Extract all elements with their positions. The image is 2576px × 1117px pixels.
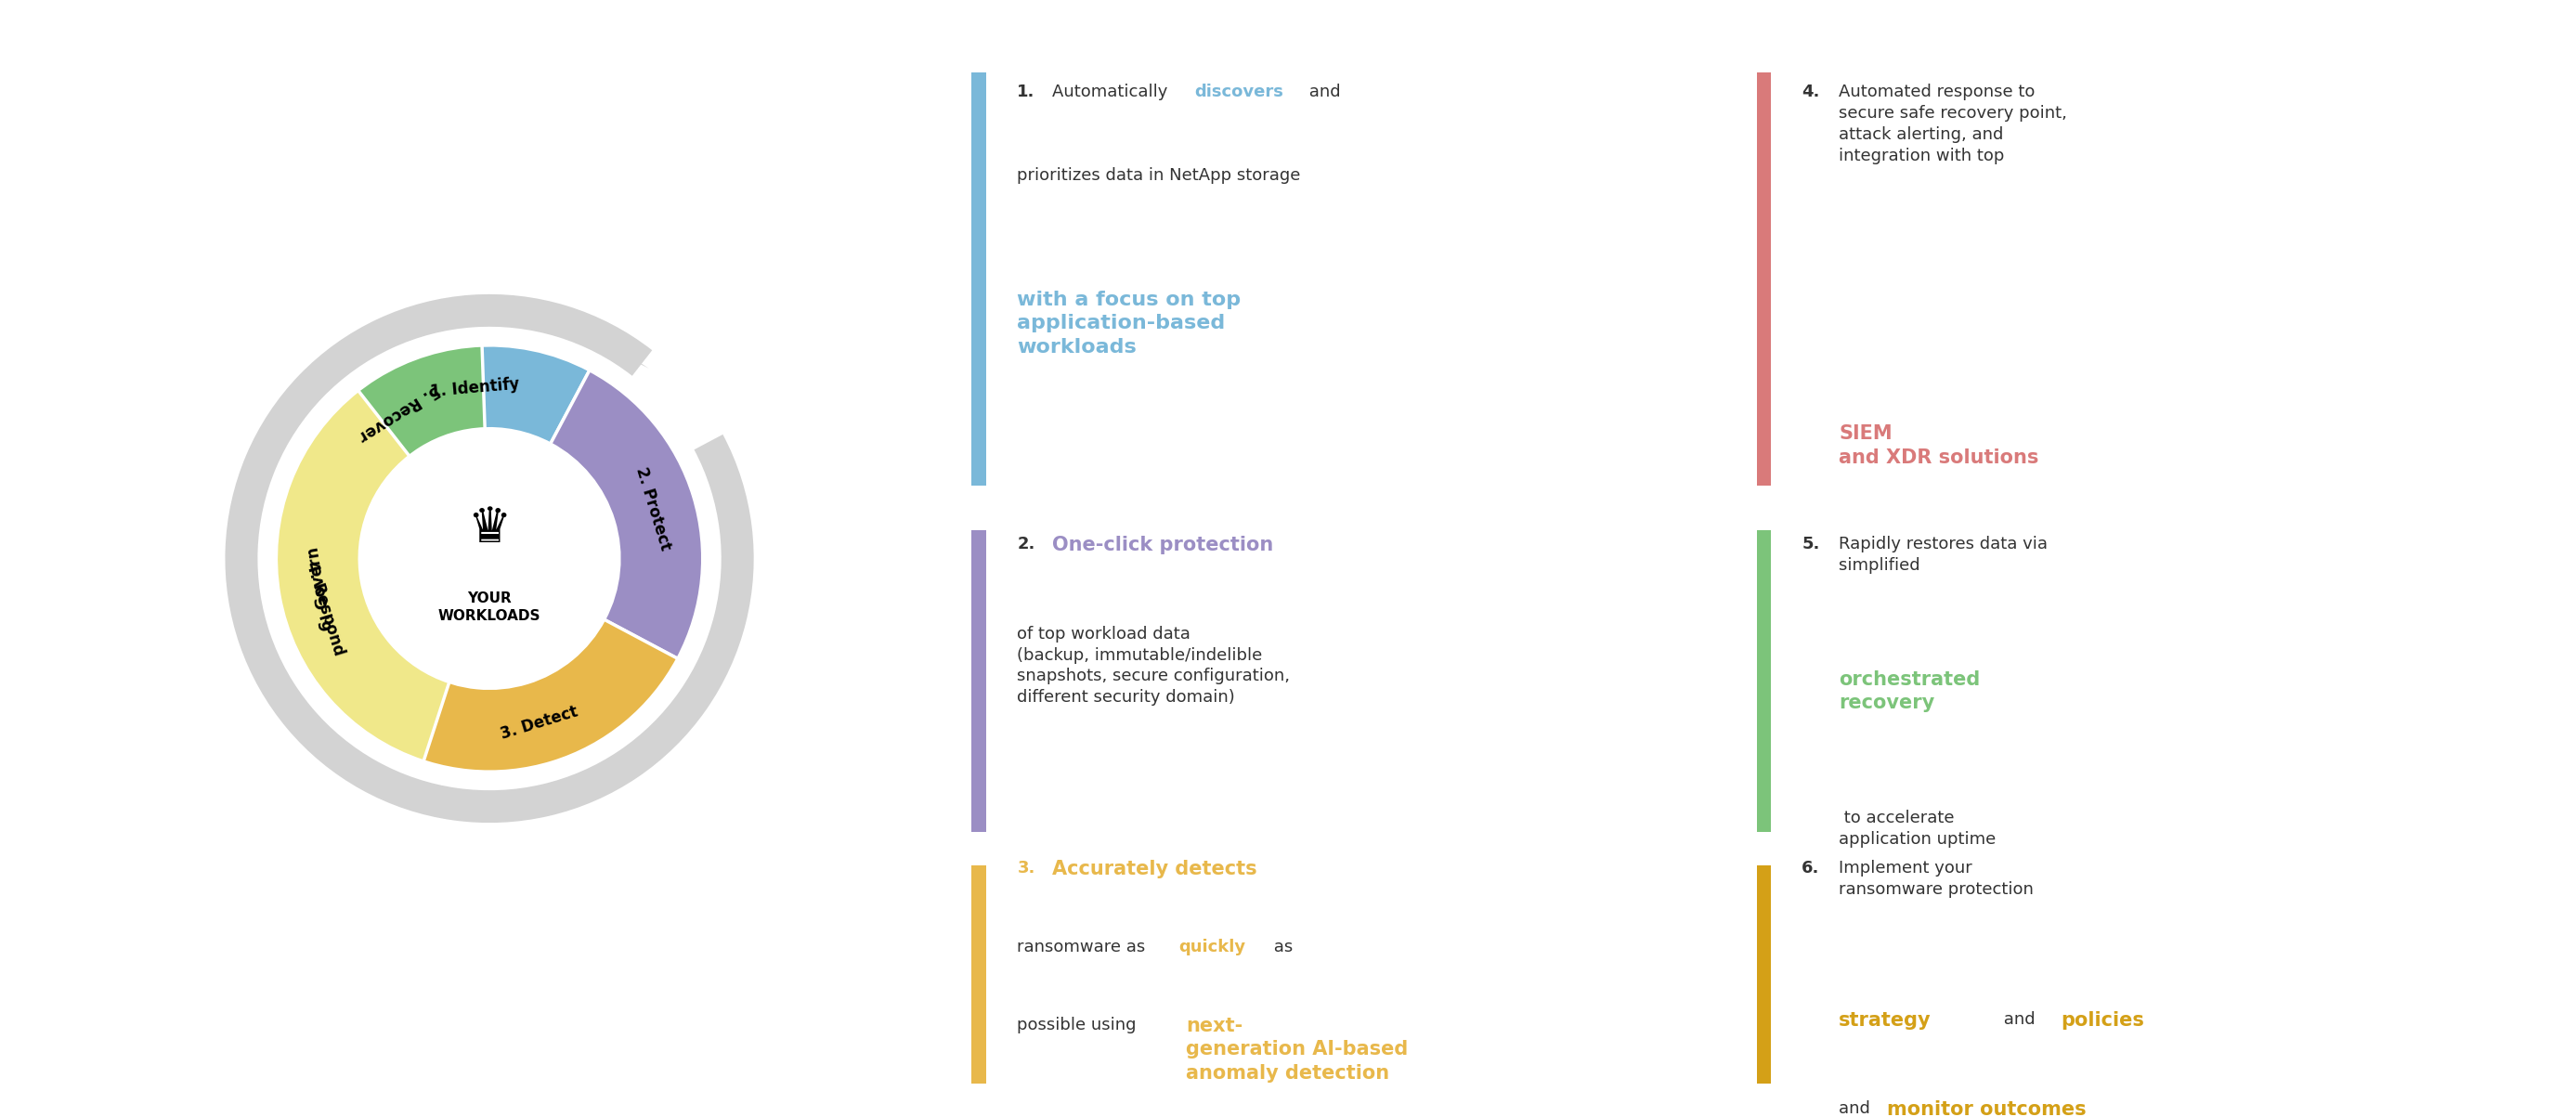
Text: discovers: discovers (1195, 84, 1283, 101)
Text: SIEM
and XDR solutions: SIEM and XDR solutions (1839, 424, 2038, 467)
Text: prioritizes data in NetApp storage: prioritizes data in NetApp storage (1018, 168, 1301, 184)
Text: 3. Detect: 3. Detect (500, 703, 580, 742)
Text: One-click protection: One-click protection (1054, 536, 1275, 555)
Text: orchestrated
recovery: orchestrated recovery (1839, 670, 1981, 713)
Text: next-
generation AI-based
anomaly detection: next- generation AI-based anomaly detect… (1185, 1016, 1409, 1082)
Text: 2. Protect: 2. Protect (634, 465, 675, 552)
Wedge shape (358, 345, 590, 456)
FancyBboxPatch shape (971, 73, 987, 486)
Wedge shape (551, 370, 703, 659)
Text: Implement your
ransomware protection: Implement your ransomware protection (1839, 860, 2032, 898)
Text: and: and (1999, 1011, 2040, 1028)
Text: 6. Govern: 6. Govern (304, 545, 335, 631)
Text: 5. Recover: 5. Recover (355, 381, 443, 445)
Text: and: and (1839, 1100, 1875, 1117)
Wedge shape (224, 294, 755, 823)
Text: quickly: quickly (1177, 938, 1244, 955)
Polygon shape (564, 313, 649, 369)
Text: YOUR
WORKLOADS: YOUR WORKLOADS (438, 591, 541, 623)
Text: 3.: 3. (1018, 860, 1036, 877)
Text: Accurately detects: Accurately detects (1054, 860, 1257, 879)
Text: 5.: 5. (1801, 536, 1819, 553)
Text: 6.: 6. (1801, 860, 1819, 877)
Text: 1.: 1. (1018, 84, 1036, 101)
Text: 4. Respond: 4. Respond (304, 560, 348, 658)
Text: ransomware as: ransomware as (1018, 938, 1151, 955)
Text: strategy: strategy (1839, 1011, 1932, 1030)
Text: Automated response to
secure safe recovery point,
attack alerting, and
integrati: Automated response to secure safe recove… (1839, 84, 2066, 164)
Circle shape (361, 431, 616, 686)
Text: Rapidly restores data via
simplified: Rapidly restores data via simplified (1839, 536, 2048, 574)
FancyBboxPatch shape (1757, 73, 1770, 486)
FancyBboxPatch shape (971, 866, 987, 1083)
Text: Automatically: Automatically (1054, 84, 1175, 101)
Text: 2.: 2. (1018, 536, 1036, 553)
FancyBboxPatch shape (1757, 531, 1770, 832)
FancyBboxPatch shape (971, 531, 987, 832)
Wedge shape (276, 391, 448, 762)
Text: to accelerate
application uptime: to accelerate application uptime (1839, 810, 1996, 848)
Text: policies: policies (2061, 1011, 2143, 1030)
Wedge shape (276, 458, 428, 747)
Text: as: as (1267, 938, 1293, 955)
Text: ♛: ♛ (466, 504, 513, 553)
Text: possible using: possible using (1018, 1016, 1141, 1033)
Wedge shape (389, 620, 677, 772)
Text: and: and (1303, 84, 1340, 101)
Text: with a focus on top
application-based
workloads: with a focus on top application-based wo… (1018, 290, 1242, 356)
Circle shape (260, 330, 719, 787)
Text: monitor outcomes: monitor outcomes (1886, 1100, 2087, 1117)
Wedge shape (301, 345, 484, 497)
Text: 1. Identify: 1. Identify (430, 375, 520, 400)
Text: 4.: 4. (1801, 84, 1819, 101)
Text: of top workload data
(backup, immutable/indelible
snapshots, secure configuratio: of top workload data (backup, immutable/… (1018, 626, 1291, 706)
FancyBboxPatch shape (1757, 866, 1770, 1083)
